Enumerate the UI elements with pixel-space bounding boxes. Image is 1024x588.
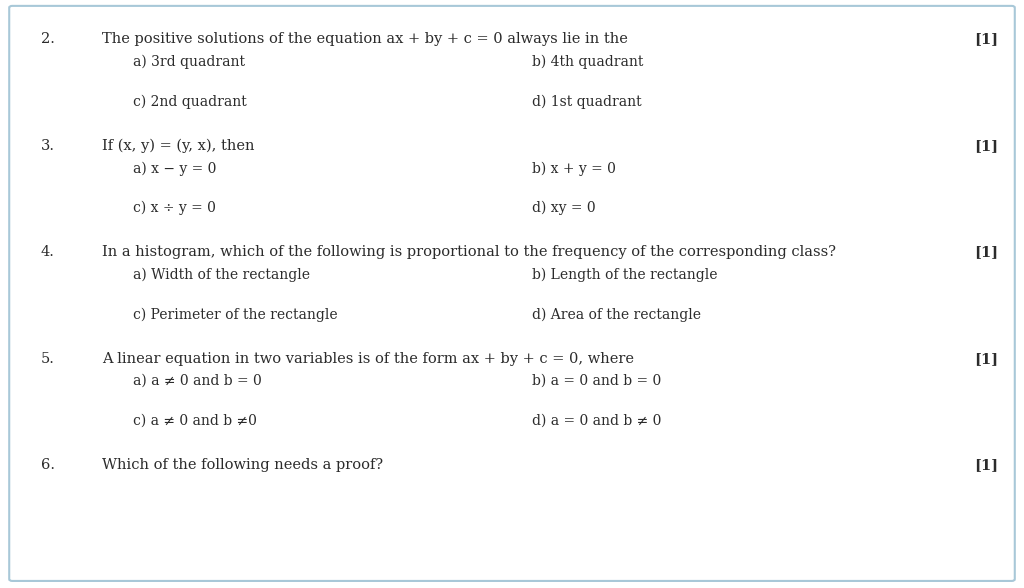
Text: [1]: [1]: [974, 32, 998, 46]
Text: The positive solutions of the equation ax + by + c = 0 always lie in the: The positive solutions of the equation a…: [102, 32, 629, 46]
Text: A linear equation in two variables is of the form ax + by + c = 0, where: A linear equation in two variables is of…: [102, 352, 635, 366]
Text: b) 4th quadrant: b) 4th quadrant: [532, 55, 644, 69]
FancyBboxPatch shape: [9, 6, 1015, 581]
Text: [1]: [1]: [974, 139, 998, 153]
Text: c) Perimeter of the rectangle: c) Perimeter of the rectangle: [133, 308, 338, 322]
Text: d) a = 0 and b ≠ 0: d) a = 0 and b ≠ 0: [532, 414, 662, 428]
Text: 4.: 4.: [41, 245, 55, 259]
Text: c) a ≠ 0 and b ≠0: c) a ≠ 0 and b ≠0: [133, 414, 257, 428]
Text: b) Length of the rectangle: b) Length of the rectangle: [532, 268, 718, 282]
Text: In a histogram, which of the following is proportional to the frequency of the c: In a histogram, which of the following i…: [102, 245, 837, 259]
Text: d) xy = 0: d) xy = 0: [532, 201, 596, 215]
Text: 2.: 2.: [41, 32, 55, 46]
Text: b) a = 0 and b = 0: b) a = 0 and b = 0: [532, 374, 662, 388]
Text: [1]: [1]: [974, 245, 998, 259]
Text: c) x ÷ y = 0: c) x ÷ y = 0: [133, 201, 216, 215]
Text: b) x + y = 0: b) x + y = 0: [532, 161, 616, 175]
Text: a) x − y = 0: a) x − y = 0: [133, 161, 216, 175]
Text: 5.: 5.: [41, 352, 55, 366]
Text: [1]: [1]: [974, 458, 998, 472]
Text: If (x, y) = (y, x), then: If (x, y) = (y, x), then: [102, 139, 255, 153]
Text: a) Width of the rectangle: a) Width of the rectangle: [133, 268, 310, 282]
Text: Which of the following needs a proof?: Which of the following needs a proof?: [102, 458, 384, 472]
Text: a) a ≠ 0 and b = 0: a) a ≠ 0 and b = 0: [133, 374, 262, 388]
Text: d) Area of the rectangle: d) Area of the rectangle: [532, 308, 701, 322]
Text: 3.: 3.: [41, 139, 55, 153]
Text: a) 3rd quadrant: a) 3rd quadrant: [133, 55, 245, 69]
Text: d) 1st quadrant: d) 1st quadrant: [532, 95, 642, 109]
Text: c) 2nd quadrant: c) 2nd quadrant: [133, 95, 247, 109]
Text: 6.: 6.: [41, 458, 55, 472]
Text: [1]: [1]: [974, 352, 998, 366]
